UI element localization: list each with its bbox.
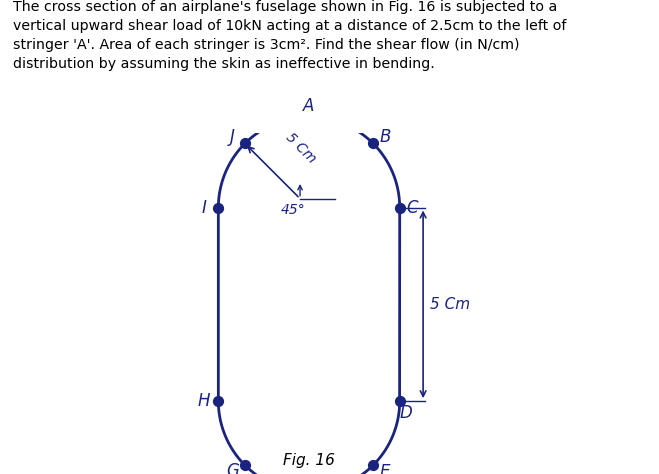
- Text: D: D: [399, 404, 412, 422]
- Text: H: H: [198, 392, 210, 410]
- Point: [395, 397, 405, 405]
- Point: [368, 461, 378, 469]
- Text: The cross section of an airplane's fuselage shown in Fig. 16 is subjected to a
v: The cross section of an airplane's fusel…: [13, 0, 567, 71]
- Point: [213, 397, 223, 405]
- Text: J: J: [230, 128, 235, 146]
- Text: B: B: [379, 128, 391, 146]
- Text: C: C: [407, 199, 418, 217]
- Text: 45°: 45°: [281, 202, 305, 217]
- Point: [240, 461, 250, 469]
- Text: G: G: [226, 462, 239, 474]
- Text: I: I: [201, 199, 206, 217]
- Point: [368, 140, 378, 147]
- Text: A: A: [303, 97, 315, 115]
- Text: E: E: [380, 463, 390, 474]
- Text: 5 Cm: 5 Cm: [430, 297, 470, 312]
- Point: [395, 204, 405, 211]
- Point: [213, 204, 223, 211]
- Text: Fig. 16: Fig. 16: [283, 453, 335, 468]
- Point: [240, 140, 250, 147]
- Point: [304, 113, 314, 121]
- Text: 5 Cm: 5 Cm: [283, 130, 319, 166]
